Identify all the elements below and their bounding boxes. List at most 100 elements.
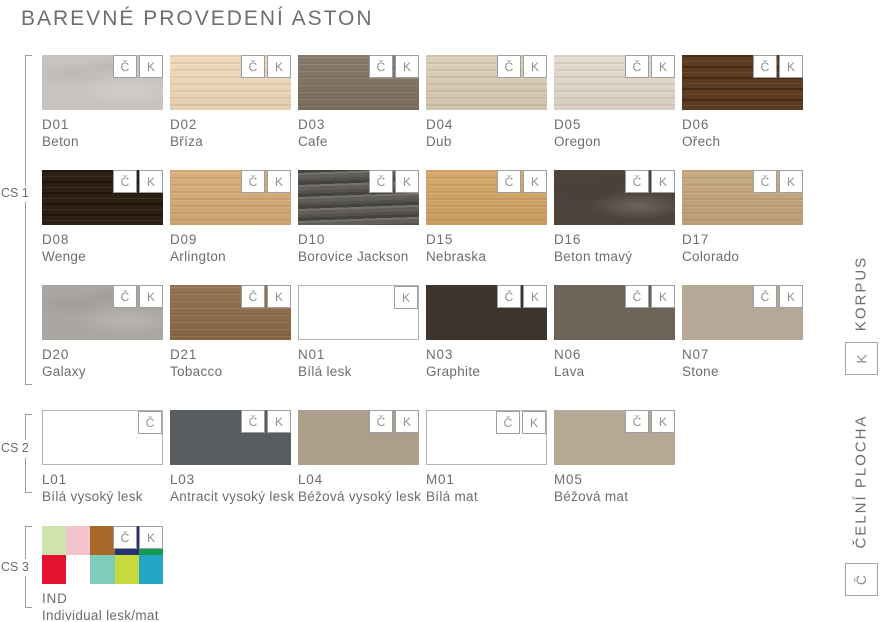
swatch-name: Ořech bbox=[682, 134, 721, 149]
bracket-cs2-bottom bbox=[25, 458, 32, 493]
front-badge: Č bbox=[753, 285, 777, 308]
palette-color bbox=[90, 526, 115, 555]
swatch-code: D16 bbox=[554, 232, 582, 247]
korpus-badge: K bbox=[267, 55, 291, 78]
korpus-badge: K bbox=[267, 170, 291, 193]
swatch: K bbox=[298, 285, 419, 340]
group-label-cs1: CS 1 bbox=[1, 186, 29, 200]
front-badge: Č bbox=[113, 170, 137, 193]
swatch-code: L03 bbox=[170, 472, 195, 487]
swatch-name: Cafe bbox=[298, 134, 328, 149]
front-badge: Č bbox=[113, 526, 137, 549]
page-title: BAREVNÉ PROVEDENÍ ASTON bbox=[21, 7, 374, 30]
swatch-code: M05 bbox=[554, 472, 583, 487]
front-badge: Č bbox=[369, 410, 393, 433]
front-badge: Č bbox=[113, 55, 137, 78]
group-label-cs3: CS 3 bbox=[1, 560, 29, 574]
swatch-name: Borovice Jackson bbox=[298, 249, 409, 264]
korpus-badge: K bbox=[523, 55, 547, 78]
korpus-label: KORPUS bbox=[852, 255, 870, 332]
swatch-code: N06 bbox=[554, 347, 582, 362]
swatch-cell: K N01 Bílá lesk bbox=[298, 285, 419, 379]
korpus-badge: K bbox=[395, 55, 419, 78]
swatch-code: D04 bbox=[426, 117, 454, 132]
front-badge: Č bbox=[497, 170, 521, 193]
front-badge: Č bbox=[625, 285, 649, 308]
swatch-name: Individual lesk/mat bbox=[42, 608, 159, 622]
swatch-code: D03 bbox=[298, 117, 326, 132]
swatch-badges: K bbox=[394, 286, 418, 309]
swatch-code: M01 bbox=[426, 472, 455, 487]
swatch-code: D21 bbox=[170, 347, 198, 362]
swatch-code: L01 bbox=[42, 472, 67, 487]
korpus-badge: K bbox=[139, 55, 163, 78]
swatch-name: Bílá lesk bbox=[298, 364, 352, 379]
palette-color bbox=[114, 555, 139, 584]
swatch-code: D08 bbox=[42, 232, 70, 247]
korpus-badge: K bbox=[395, 170, 419, 193]
front-badge: Č bbox=[138, 411, 162, 434]
swatch-badges: Č bbox=[138, 411, 162, 434]
bracket-cs1-top bbox=[25, 55, 32, 186]
swatch-name: Lava bbox=[554, 364, 585, 379]
palette-color bbox=[138, 555, 163, 584]
swatch-name: Béžová mat bbox=[554, 489, 629, 504]
front-surface-letter: Č bbox=[853, 574, 870, 585]
korpus-badge: K bbox=[523, 285, 547, 308]
swatch-code: N07 bbox=[682, 347, 710, 362]
palette-color bbox=[66, 526, 91, 555]
swatch-code: D01 bbox=[42, 117, 70, 132]
swatch-name: Beton tmavý bbox=[554, 249, 633, 264]
front-badge: Č bbox=[241, 410, 265, 433]
swatch-name: Dub bbox=[426, 134, 452, 149]
palette-color bbox=[42, 526, 67, 555]
front-badge: Č bbox=[241, 285, 265, 308]
swatch-name: Stone bbox=[682, 364, 719, 379]
swatch-code: N03 bbox=[426, 347, 454, 362]
front-badge: Č bbox=[625, 55, 649, 78]
swatch-code: N01 bbox=[298, 347, 326, 362]
swatch-name: Colorado bbox=[682, 249, 740, 264]
bracket-cs2-top bbox=[25, 414, 32, 440]
front-badge: Č bbox=[496, 411, 520, 434]
